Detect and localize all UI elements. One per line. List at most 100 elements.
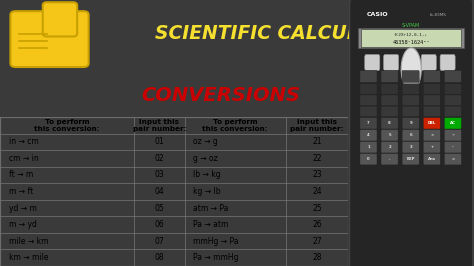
Text: Pa → mmHg: Pa → mmHg — [193, 253, 239, 262]
Text: Input this
pair number:: Input this pair number: — [290, 119, 344, 132]
FancyBboxPatch shape — [402, 130, 419, 141]
Text: m → ft: m → ft — [9, 187, 33, 196]
Text: To perform
this conversion:: To perform this conversion: — [202, 119, 268, 132]
Text: ÷: ÷ — [451, 133, 455, 137]
FancyBboxPatch shape — [381, 153, 398, 165]
FancyBboxPatch shape — [444, 153, 461, 165]
Text: lb → kg: lb → kg — [193, 171, 221, 180]
FancyBboxPatch shape — [365, 55, 380, 70]
FancyBboxPatch shape — [423, 153, 440, 165]
Text: 2: 2 — [388, 145, 391, 149]
Text: 5: 5 — [388, 133, 391, 137]
FancyBboxPatch shape — [423, 106, 440, 117]
FancyBboxPatch shape — [423, 118, 440, 129]
FancyBboxPatch shape — [423, 142, 440, 153]
FancyBboxPatch shape — [402, 153, 419, 165]
Text: atm → Pa: atm → Pa — [193, 203, 229, 213]
FancyBboxPatch shape — [423, 84, 440, 94]
Text: 7: 7 — [367, 121, 370, 125]
FancyBboxPatch shape — [421, 55, 436, 70]
Text: CONVERSIONS: CONVERSIONS — [141, 86, 300, 105]
Text: kg → lb: kg → lb — [193, 187, 221, 196]
FancyBboxPatch shape — [444, 106, 461, 117]
Text: m → yd: m → yd — [9, 220, 36, 229]
Text: fx-83MS: fx-83MS — [430, 13, 447, 17]
Text: 25: 25 — [312, 203, 322, 213]
Text: 0: 0 — [367, 157, 370, 161]
Text: AC: AC — [450, 121, 456, 125]
Text: Input this
pair number:: Input this pair number: — [133, 119, 186, 132]
FancyBboxPatch shape — [402, 84, 419, 94]
FancyBboxPatch shape — [444, 70, 461, 82]
FancyBboxPatch shape — [402, 95, 419, 106]
FancyBboxPatch shape — [360, 153, 377, 165]
Text: 8: 8 — [388, 121, 391, 125]
Circle shape — [401, 48, 421, 90]
Text: CASIO: CASIO — [367, 12, 389, 17]
Text: Pa → atm: Pa → atm — [193, 220, 229, 229]
FancyBboxPatch shape — [383, 55, 399, 70]
Text: 02: 02 — [155, 154, 164, 163]
Text: g → oz: g → oz — [193, 154, 218, 163]
Text: 08: 08 — [155, 253, 164, 262]
FancyBboxPatch shape — [402, 142, 419, 153]
Text: DEL: DEL — [428, 121, 436, 125]
Text: Ans: Ans — [428, 157, 436, 161]
Text: 04: 04 — [155, 187, 164, 196]
Text: EXP: EXP — [406, 157, 415, 161]
FancyBboxPatch shape — [444, 84, 461, 94]
Text: in → cm: in → cm — [9, 137, 38, 146]
Text: +: + — [430, 145, 433, 149]
Text: yd → m: yd → m — [9, 203, 36, 213]
FancyBboxPatch shape — [423, 95, 440, 106]
FancyBboxPatch shape — [360, 70, 377, 82]
Text: 27: 27 — [312, 237, 322, 246]
FancyBboxPatch shape — [381, 95, 398, 106]
FancyBboxPatch shape — [360, 142, 377, 153]
Text: km → mile: km → mile — [9, 253, 48, 262]
FancyBboxPatch shape — [360, 130, 377, 141]
Text: 4: 4 — [367, 133, 370, 137]
Text: 22: 22 — [312, 154, 322, 163]
FancyBboxPatch shape — [360, 118, 377, 129]
Text: oz → g: oz → g — [193, 137, 218, 146]
Text: mile → km: mile → km — [9, 237, 48, 246]
Bar — [361, 29, 461, 47]
Text: =: = — [451, 157, 455, 161]
FancyBboxPatch shape — [444, 118, 461, 129]
Text: 3: 3 — [409, 145, 412, 149]
Text: -: - — [452, 145, 454, 149]
FancyBboxPatch shape — [402, 118, 419, 129]
FancyBboxPatch shape — [381, 118, 398, 129]
Text: 6: 6 — [409, 133, 412, 137]
Text: To perform
this conversion:: To perform this conversion: — [34, 119, 100, 132]
Text: 24: 24 — [312, 187, 322, 196]
Text: SCIENTIFIC CALCULATOR: SCIENTIFIC CALCULATOR — [155, 24, 414, 43]
FancyBboxPatch shape — [423, 70, 440, 82]
FancyBboxPatch shape — [444, 95, 461, 106]
Text: 28: 28 — [312, 253, 322, 262]
Text: 06: 06 — [155, 220, 164, 229]
Text: S-VPAM: S-VPAM — [402, 23, 420, 28]
Text: 21: 21 — [312, 137, 322, 146]
FancyBboxPatch shape — [360, 106, 377, 117]
FancyBboxPatch shape — [381, 142, 398, 153]
Text: cm → in: cm → in — [9, 154, 38, 163]
Text: 03: 03 — [155, 171, 164, 180]
FancyBboxPatch shape — [350, 0, 473, 266]
FancyBboxPatch shape — [360, 84, 377, 94]
Text: 9: 9 — [409, 121, 412, 125]
Text: 07: 07 — [155, 237, 164, 246]
FancyBboxPatch shape — [402, 106, 419, 117]
Bar — [358, 28, 464, 48]
FancyBboxPatch shape — [381, 106, 398, 117]
FancyBboxPatch shape — [381, 130, 398, 141]
FancyBboxPatch shape — [440, 55, 455, 70]
FancyBboxPatch shape — [10, 11, 89, 67]
Text: ft → m: ft → m — [9, 171, 33, 180]
Text: 01: 01 — [155, 137, 164, 146]
FancyBboxPatch shape — [43, 2, 77, 36]
Text: 26: 26 — [312, 220, 322, 229]
Text: mmHg → Pa: mmHg → Pa — [193, 237, 239, 246]
Text: f(2X+12,0,1,;: f(2X+12,0,1,; — [394, 33, 428, 37]
